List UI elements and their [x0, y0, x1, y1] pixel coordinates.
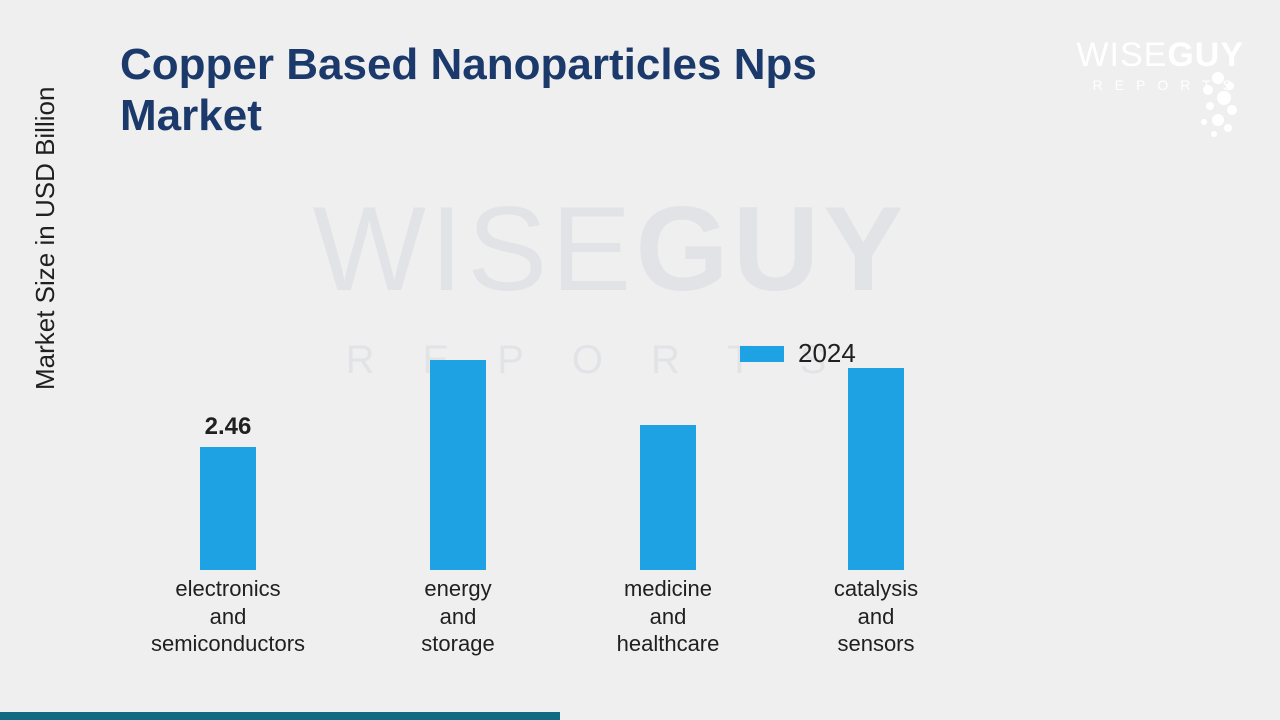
x-axis-label: energyandstorage — [348, 575, 568, 658]
x-axis-label: catalysisandsensors — [766, 575, 986, 658]
x-axis-label: electronicsandsemiconductors — [118, 575, 338, 658]
legend: 2024 — [740, 338, 856, 369]
bar — [200, 447, 256, 570]
bars-container: 2.46 — [120, 170, 1080, 570]
chart-canvas: WISEGUY REPORTS Copper Based Nanoparticl… — [0, 0, 1280, 720]
chart-title: Copper Based Nanoparticles Nps Market — [120, 40, 880, 141]
bottom-accent-line — [0, 712, 560, 720]
legend-label: 2024 — [798, 338, 856, 369]
bar-value-label: 2.46 — [178, 413, 278, 441]
x-labels-container: electronicsandsemiconductorsenergyandsto… — [120, 575, 1080, 685]
logo-word-1: WISE — [1076, 36, 1167, 74]
y-axis-label: Market Size in USD Billion — [30, 87, 61, 390]
logo-subline: REPORTS — [1076, 78, 1244, 92]
bar — [640, 425, 696, 570]
bar — [848, 368, 904, 571]
brand-logo: WISEGUY REPORTS — [1076, 38, 1244, 92]
plot-area: 2.46 — [120, 170, 1080, 570]
x-axis-label: medicineandhealthcare — [558, 575, 778, 658]
logo-word-2: GUY — [1167, 36, 1244, 74]
legend-swatch — [740, 346, 784, 362]
bar — [430, 360, 486, 570]
